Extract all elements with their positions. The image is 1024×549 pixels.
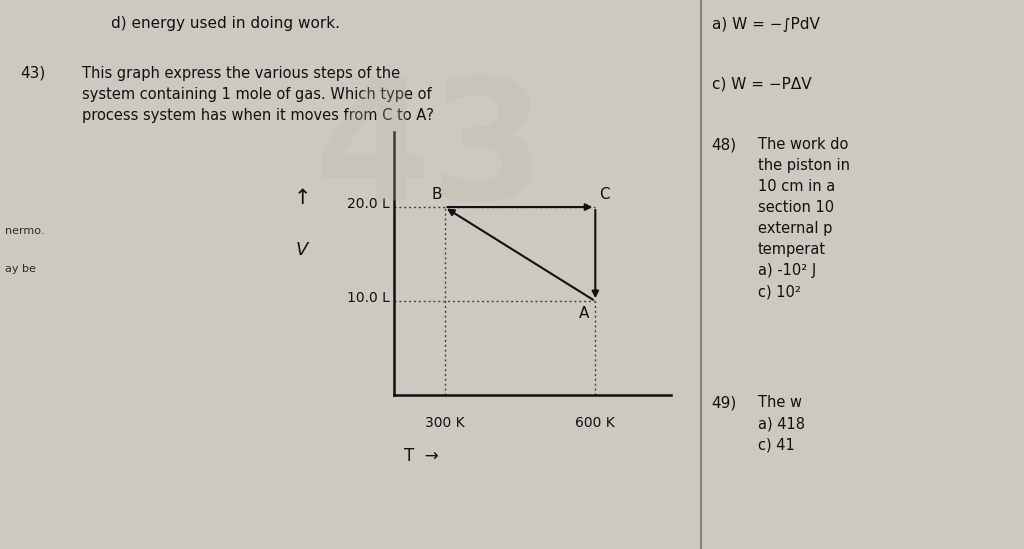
Text: ay be: ay be [5, 264, 36, 274]
Text: c) W = −PΔV: c) W = −PΔV [712, 77, 811, 92]
Text: V: V [296, 242, 308, 259]
Text: A: A [579, 306, 589, 321]
Text: 600 K: 600 K [575, 416, 615, 430]
Text: T  →: T → [404, 447, 439, 464]
Text: 10.0 L: 10.0 L [347, 292, 390, 305]
Text: The w
a) 418
c) 41: The w a) 418 c) 41 [758, 395, 805, 452]
Text: 20.0 L: 20.0 L [347, 197, 390, 211]
Text: B: B [431, 187, 442, 203]
Text: 300 K: 300 K [425, 416, 464, 430]
Text: 48): 48) [712, 137, 737, 152]
Text: nermo.: nermo. [5, 226, 44, 236]
Text: 43: 43 [314, 72, 546, 235]
Text: 43): 43) [20, 66, 46, 81]
Text: This graph express the various steps of the
system containing 1 mole of gas. Whi: This graph express the various steps of … [82, 66, 434, 123]
Text: C: C [599, 187, 610, 203]
Text: d) energy used in doing work.: d) energy used in doing work. [111, 16, 340, 31]
Text: The work do
the piston in
10 cm in a
section 10
external p
temperat
a) -10² J
c): The work do the piston in 10 cm in a sec… [758, 137, 850, 299]
Text: a) W = −∫PdV: a) W = −∫PdV [712, 16, 819, 31]
Text: ↑: ↑ [293, 188, 311, 208]
Text: 49): 49) [712, 395, 737, 410]
